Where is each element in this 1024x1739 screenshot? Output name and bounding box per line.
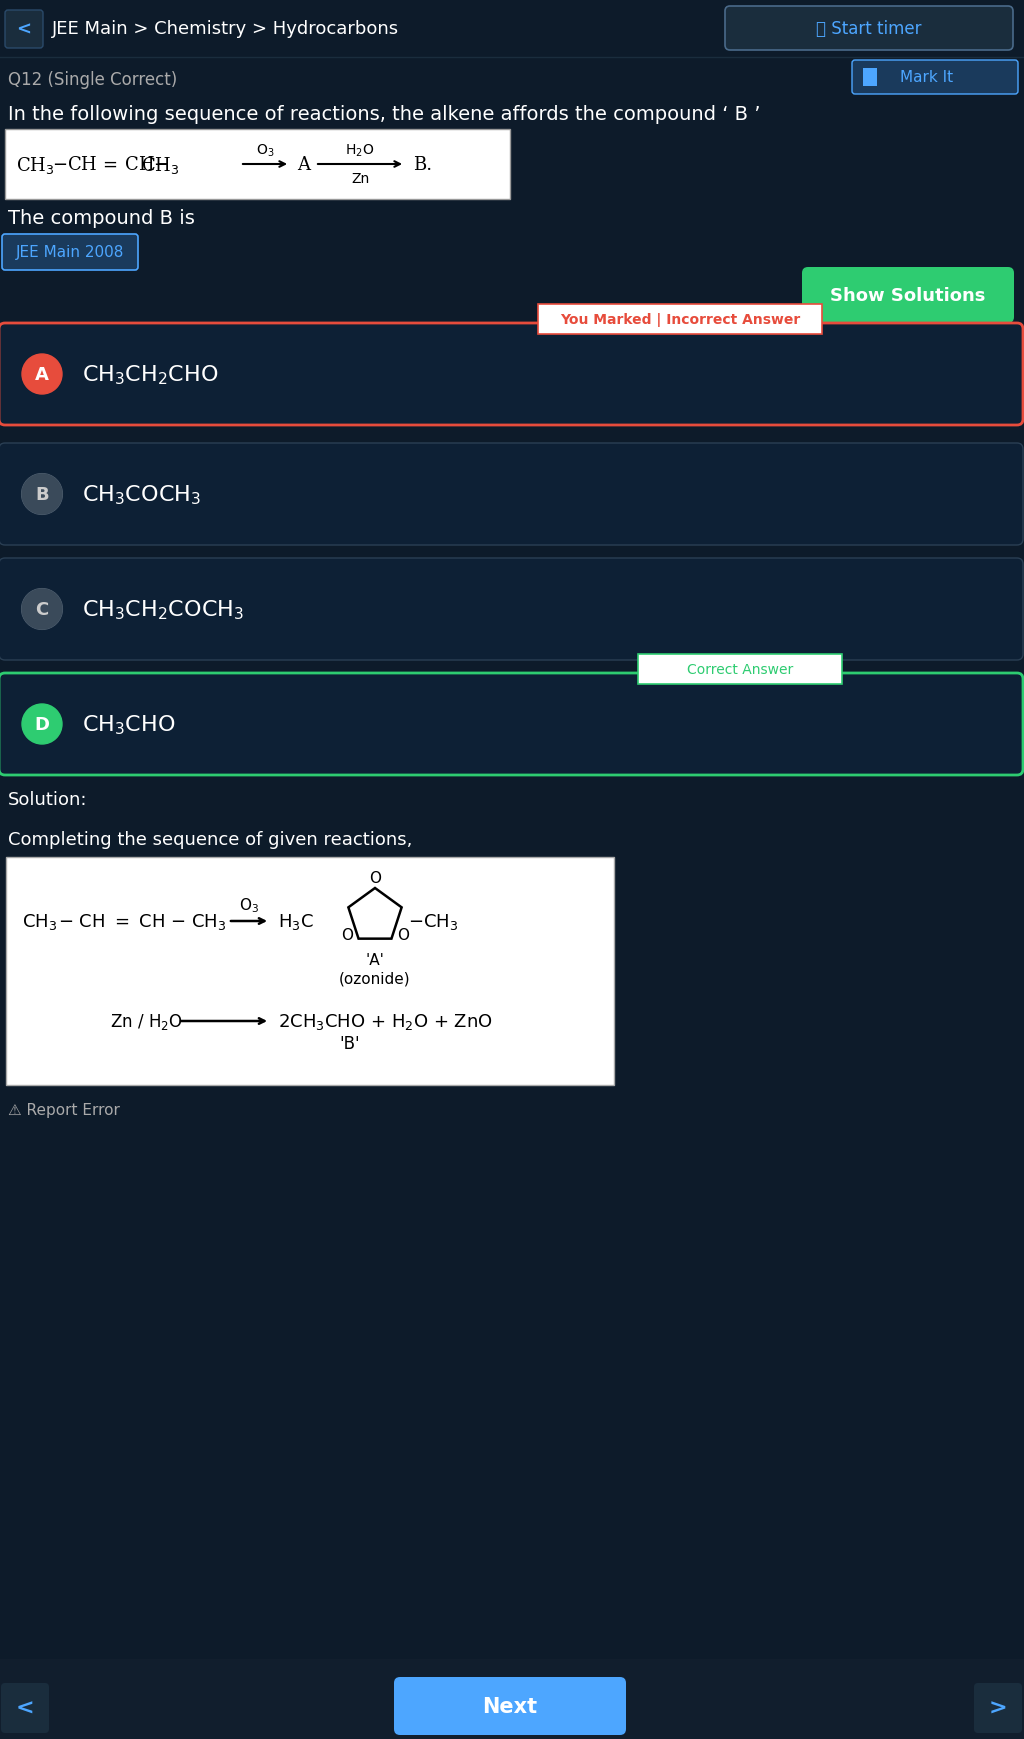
Text: O$_3$: O$_3$ <box>256 143 274 158</box>
Text: A: A <box>35 365 49 384</box>
Text: <: < <box>15 1697 35 1718</box>
Text: A: A <box>297 157 310 174</box>
Text: CH$_3$CH$_2$CHO: CH$_3$CH$_2$CHO <box>82 363 218 386</box>
FancyBboxPatch shape <box>394 1676 626 1736</box>
Text: Next: Next <box>482 1696 538 1716</box>
FancyBboxPatch shape <box>1 1683 49 1734</box>
Text: CH$_3$: CH$_3$ <box>16 155 54 176</box>
Text: $-$ CH $=$ CH $-$ CH$_3$: $-$ CH $=$ CH $-$ CH$_3$ <box>58 911 226 932</box>
Text: CH$_3$: CH$_3$ <box>141 155 179 176</box>
FancyBboxPatch shape <box>725 7 1013 50</box>
FancyBboxPatch shape <box>974 1683 1022 1734</box>
FancyBboxPatch shape <box>0 323 1023 426</box>
Text: Show Solutions: Show Solutions <box>830 287 986 304</box>
Text: The compound B is: The compound B is <box>8 209 195 228</box>
FancyBboxPatch shape <box>5 10 43 49</box>
FancyBboxPatch shape <box>2 235 138 271</box>
Text: Completing the sequence of given reactions,: Completing the sequence of given reactio… <box>8 831 413 849</box>
Text: O: O <box>341 927 353 943</box>
FancyBboxPatch shape <box>0 673 1023 776</box>
Text: B.: B. <box>413 157 432 174</box>
Text: JEE Main > Chemistry > Hydrocarbons: JEE Main > Chemistry > Hydrocarbons <box>52 19 399 38</box>
Text: <: < <box>16 21 32 38</box>
FancyBboxPatch shape <box>0 1659 1024 1739</box>
Text: H$_3$C: H$_3$C <box>278 911 313 932</box>
Text: H$_2$O: H$_2$O <box>345 143 375 158</box>
Text: C: C <box>36 600 48 619</box>
Text: ⧖ Start timer: ⧖ Start timer <box>816 19 922 38</box>
Text: (ozonide): (ozonide) <box>339 970 411 986</box>
Text: O: O <box>396 927 409 943</box>
Text: CH$_3$: CH$_3$ <box>22 911 57 932</box>
Text: You Marked | Incorrect Answer: You Marked | Incorrect Answer <box>560 313 800 327</box>
FancyBboxPatch shape <box>538 304 822 336</box>
Text: ⚠ Report Error: ⚠ Report Error <box>8 1103 120 1116</box>
Text: 'A': 'A' <box>366 953 384 969</box>
FancyBboxPatch shape <box>6 857 614 1085</box>
Circle shape <box>22 590 62 630</box>
Text: Solution:: Solution: <box>8 791 87 809</box>
Text: Mark It: Mark It <box>900 71 953 85</box>
Text: Q12 (Single Correct): Q12 (Single Correct) <box>8 71 177 89</box>
Text: Zn / H$_2$O: Zn / H$_2$O <box>110 1012 183 1031</box>
Text: In the following sequence of reactions, the alkene affords the compound ‘ B ’: In the following sequence of reactions, … <box>8 106 761 125</box>
Text: >: > <box>989 1697 1008 1718</box>
Text: Correct Answer: Correct Answer <box>687 663 794 676</box>
Text: CH$_3$CH$_2$COCH$_3$: CH$_3$CH$_2$COCH$_3$ <box>82 598 244 621</box>
FancyBboxPatch shape <box>863 70 877 87</box>
Circle shape <box>22 355 62 395</box>
FancyBboxPatch shape <box>638 654 842 685</box>
Text: 'B': 'B' <box>340 1035 360 1052</box>
Text: 2CH$_3$CHO + H$_2$O + ZnO: 2CH$_3$CHO + H$_2$O + ZnO <box>278 1012 493 1031</box>
Text: Zn: Zn <box>351 172 369 186</box>
Text: JEE Main 2008: JEE Main 2008 <box>15 245 124 261</box>
FancyBboxPatch shape <box>852 61 1018 96</box>
Circle shape <box>22 704 62 744</box>
Text: O$_3$: O$_3$ <box>239 896 259 915</box>
FancyBboxPatch shape <box>0 558 1023 661</box>
Circle shape <box>22 475 62 515</box>
FancyBboxPatch shape <box>5 130 510 200</box>
FancyBboxPatch shape <box>802 268 1014 323</box>
Text: CH$_3$COCH$_3$: CH$_3$COCH$_3$ <box>82 483 201 506</box>
Text: CH$_3$CHO: CH$_3$CHO <box>82 713 175 736</box>
Text: B: B <box>35 485 49 504</box>
Text: $-$CH$\,=\,$CH$-$: $-$CH$\,=\,$CH$-$ <box>52 157 169 174</box>
Text: D: D <box>35 715 49 734</box>
Text: O: O <box>369 871 381 885</box>
FancyBboxPatch shape <box>0 0 1024 57</box>
Text: $-$CH$_3$: $-$CH$_3$ <box>408 911 459 932</box>
FancyBboxPatch shape <box>0 443 1023 546</box>
